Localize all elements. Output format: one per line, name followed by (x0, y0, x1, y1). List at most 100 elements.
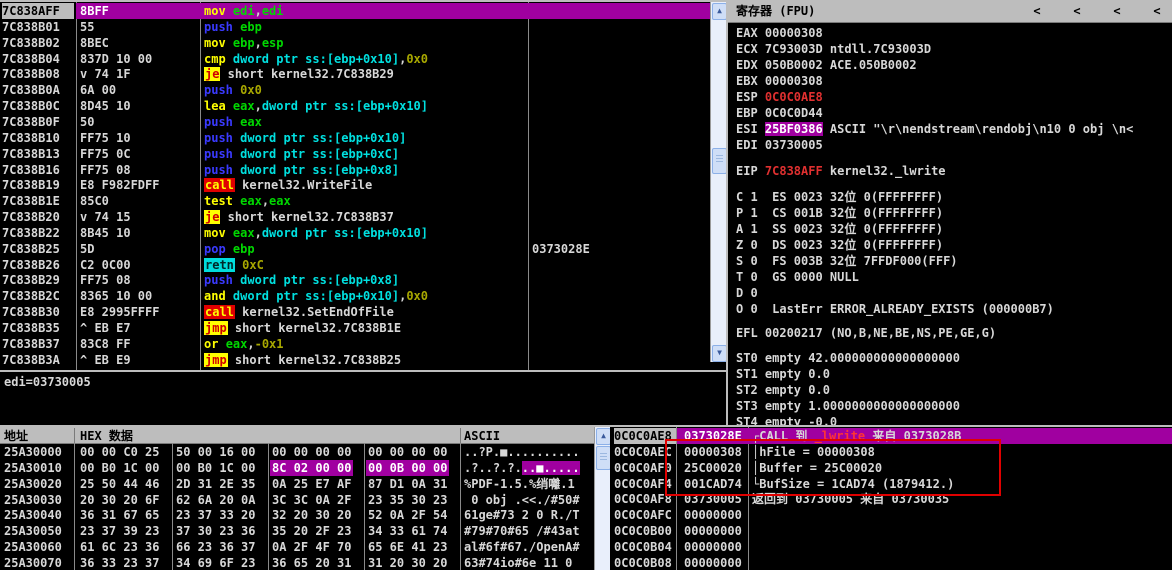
stack-row[interactable]: 0C0C0AFC 00000000 (610, 507, 1172, 523)
disasm-row[interactable]: 7C838B0F 50 push eax (0, 114, 710, 130)
scrollbar-thumb[interactable] (596, 446, 610, 470)
collapse-chevron-button[interactable]: < (1153, 4, 1161, 18)
dump-row[interactable]: 25A30050 23 37 39 23 37 30 23 36 35 20 2F 2… (0, 523, 594, 539)
dump-address: 25A30010 (4, 460, 62, 475)
disasm-row[interactable]: 7C838B22 8B45 10 mov eax,dword ptr ss:[ebp… (0, 225, 710, 241)
column-divider[interactable] (76, 2, 77, 370)
disasm-address: 7C838B02 (2, 35, 60, 50)
dump-hex-group: 23 37 39 23 (80, 524, 160, 539)
dump-col-hex[interactable]: HEX 数据 (80, 429, 133, 443)
register-row[interactable]: ECX 7C93003D ntdll.7C93003D (736, 42, 932, 56)
register-row[interactable]: P 1 CS 001B 32位 0(FFFFFFFF) (736, 206, 944, 220)
info-pane: edi=03730005 (0, 372, 726, 425)
stack-row[interactable]: 0C0C0AF4 001CAD74 └BufSize = 1CAD74 (18794… (610, 476, 1172, 492)
stack-row[interactable]: 0C0C0AEC 00000308 │hFile = 00000308 (610, 444, 1172, 460)
stack-row[interactable]: 0C0C0B00 00000000 (610, 523, 1172, 539)
register-row[interactable]: EBP 0C0C0D44 (736, 106, 823, 120)
column-divider[interactable] (528, 2, 529, 370)
disasm-instruction: call kernel32.WriteFile (204, 178, 373, 193)
disasm-instruction: push dword ptr ss:[ebp+0xC] (204, 146, 400, 161)
dump-row[interactable]: 25A30040 36 31 67 65 23 37 33 20 32 20 30 2… (0, 507, 594, 523)
register-row[interactable]: T 0 GS 0000 NULL (736, 270, 859, 284)
scroll-up-button[interactable]: ▲ (712, 3, 726, 20)
disasm-row[interactable]: 7C838B29 FF75 08 push dword ptr ss:[ebp+0x… (0, 272, 710, 288)
disasm-row[interactable]: 7C838B26 C2 0C00 retn 0xC (0, 257, 710, 273)
register-row[interactable]: EIP 7C838AFF kernel32._lwrite (736, 164, 946, 178)
register-row[interactable]: EFL 00200217 (NO,B,NE,BE,NS,PE,GE,G) (736, 326, 997, 340)
register-row[interactable]: EBX 00000308 (736, 74, 823, 88)
disasm-row[interactable]: 7C838B1E 85C0 test eax,eax (0, 193, 710, 209)
stack-comment: ┌CALL 到 _lwrite 来自 0373028B (752, 429, 962, 443)
register-row[interactable]: ST2 empty 0.0 (736, 383, 830, 397)
dump-row[interactable]: 25A30020 25 50 44 46 2D 31 2E 35 0A 25 E7 A… (0, 476, 594, 492)
disasm-row[interactable]: 7C838B04 837D 10 00 cmp dword ptr ss:[ebp+… (0, 51, 710, 67)
dump-row[interactable]: 25A30070 36 33 23 37 34 69 6F 23 36 65 20 3… (0, 555, 594, 570)
register-row[interactable]: C 1 ES 0023 32位 0(FFFFFFFF) (736, 190, 944, 204)
scroll-up-button[interactable]: ▲ (596, 428, 610, 445)
stack-value: 00000000 (684, 539, 742, 554)
disasm-row[interactable]: 7C838B0C 8D45 10 lea eax,dword ptr ss:[ebp… (0, 98, 710, 114)
register-row[interactable]: A 1 SS 0023 32位 0(FFFFFFFF) (736, 222, 944, 236)
disasm-row[interactable]: 7C838B37 83C8 FF or eax,-0x1 (0, 336, 710, 352)
disasm-row[interactable]: 7C838B35 ^ EB E7 jmp short kernel32.7C838B… (0, 320, 710, 336)
disasm-instruction: push eax (204, 114, 262, 129)
disasm-instruction: jmp short kernel32.7C838B25 (204, 352, 402, 367)
disasm-row[interactable]: 7C838B0A 6A 00 push 0x0 (0, 82, 710, 98)
disasm-row[interactable]: 7C838AFF 8BFF mov edi,edi (0, 3, 710, 19)
register-row[interactable]: Z 0 DS 0023 32位 0(FFFFFFFF) (736, 238, 944, 252)
dump-hex-group: 34 33 61 74 (368, 524, 448, 539)
stack-row[interactable]: 0C0C0B04 00000000 (610, 539, 1172, 555)
registers-panel: 寄存器 (FPU) < < < < EAX 00000308 ECX 7C93003D … (726, 2, 1172, 429)
disasm-scrollbar[interactable]: ▲ ▼ (710, 2, 726, 362)
stack-value: 25C00020 (684, 460, 742, 475)
register-row[interactable]: ESP 0C0C0AE8 (736, 90, 823, 104)
disasm-row[interactable]: 7C838B25 5D pop ebp 0373028E (0, 241, 710, 257)
dump-row[interactable]: 25A30000 00 00 C0 25 50 00 16 00 00 00 00 0… (0, 444, 594, 460)
register-row[interactable]: O 0 LastErr ERROR_ALREADY_EXISTS (000000… (736, 302, 1054, 316)
collapse-chevron-button[interactable]: < (1073, 4, 1081, 18)
dump-row[interactable]: 25A30030 20 30 20 6F 62 6A 20 0A 3C 3C 0A 2… (0, 492, 594, 508)
register-row[interactable]: S 0 FS 003B 32位 7FFDF000(FFF) (736, 254, 958, 268)
stack-comment: └BufSize = 1CAD74 (1879412.) (752, 476, 955, 491)
dump-address: 25A30050 (4, 524, 62, 539)
disasm-row[interactable]: 7C838B20 v 74 15 je short kernel32.7C838B3… (0, 209, 710, 225)
disasm-row[interactable]: 7C838B2C 8365 10 00 and dword ptr ss:[ebp+… (0, 288, 710, 304)
stack-value: 00000308 (684, 444, 742, 459)
disasm-instruction: push dword ptr ss:[ebp+0x8] (204, 273, 400, 288)
disasm-row[interactable]: 7C838B30 E8 2995FFFF call kernel32.SetEndO… (0, 304, 710, 320)
stack-row[interactable]: 0C0C0B08 00000000 (610, 555, 1172, 570)
dump-row[interactable]: 25A30010 00 B0 1C 00 00 B0 1C 00 8C 02 00 0… (0, 459, 594, 476)
dump-col-ascii[interactable]: ASCII (464, 429, 501, 443)
collapse-chevron-button[interactable]: < (1113, 4, 1121, 18)
register-row[interactable]: EAX 00000308 (736, 26, 823, 40)
scrollbar-thumb[interactable] (712, 148, 726, 174)
stack-row[interactable]: 0C0C0AF8 03730005 返回到 03730005 来自 03730035 (610, 491, 1172, 507)
disasm-row[interactable]: 7C838B02 8BEC mov ebp,esp (0, 35, 710, 51)
register-row[interactable]: ST0 empty 42.000000000000000000 (736, 351, 960, 365)
register-row[interactable]: EDX 050B0002 ACE.050B0002 (736, 58, 917, 72)
disasm-row[interactable]: 7C838B19 E8 F982FDFF call kernel32.WriteFi… (0, 177, 710, 193)
collapse-chevron-button[interactable]: < (1033, 4, 1041, 18)
register-row[interactable]: ST1 empty 0.0 (736, 367, 830, 381)
register-row[interactable]: D 0 (736, 286, 758, 300)
stack-row[interactable]: 0C0C0AF0 25C00020 │Buffer = 25C00020 (610, 460, 1172, 476)
disasm-row[interactable]: 7C838B3A ^ EB E9 jmp short kernel32.7C838B… (0, 352, 710, 368)
disasm-bytes: 83C8 FF (80, 336, 131, 351)
disasm-row[interactable]: 7C838B10 FF75 10 push dword ptr ss:[ebp+0x… (0, 130, 710, 146)
disasm-row[interactable]: 7C838B08 v 74 1F je short kernel32.7C838B2… (0, 66, 710, 82)
disasm-row[interactable]: 7C838B01 55 push ebp (0, 19, 710, 35)
scroll-down-button[interactable]: ▼ (712, 345, 726, 362)
disasm-row[interactable]: 7C838B13 FF75 0C push dword ptr ss:[ebp+0x… (0, 146, 710, 162)
dump-col-addr[interactable]: 地址 (4, 429, 29, 443)
dump-row[interactable]: 25A30060 61 6C 23 36 66 23 36 37 0A 2F 4F 7… (0, 539, 594, 555)
register-row[interactable]: EDI 03730005 (736, 138, 823, 152)
register-row[interactable]: ESI 25BF0386 ASCII "\r\nendstream\rendob… (736, 122, 1134, 136)
disasm-row[interactable]: 7C838B16 FF75 08 push dword ptr ss:[ebp+0x… (0, 162, 710, 178)
disasm-address: 7C838B29 (2, 273, 60, 288)
register-row[interactable]: ST3 empty 1.0000000000000000000 (736, 399, 960, 413)
stack-value: 00000000 (684, 508, 742, 523)
dump-scrollbar[interactable]: ▲ (594, 427, 610, 570)
column-divider[interactable] (200, 2, 201, 370)
stack-row[interactable]: 0C0C0AE8 0373028E ┌CALL 到 _lwrite 来自 03730… (610, 428, 1172, 444)
